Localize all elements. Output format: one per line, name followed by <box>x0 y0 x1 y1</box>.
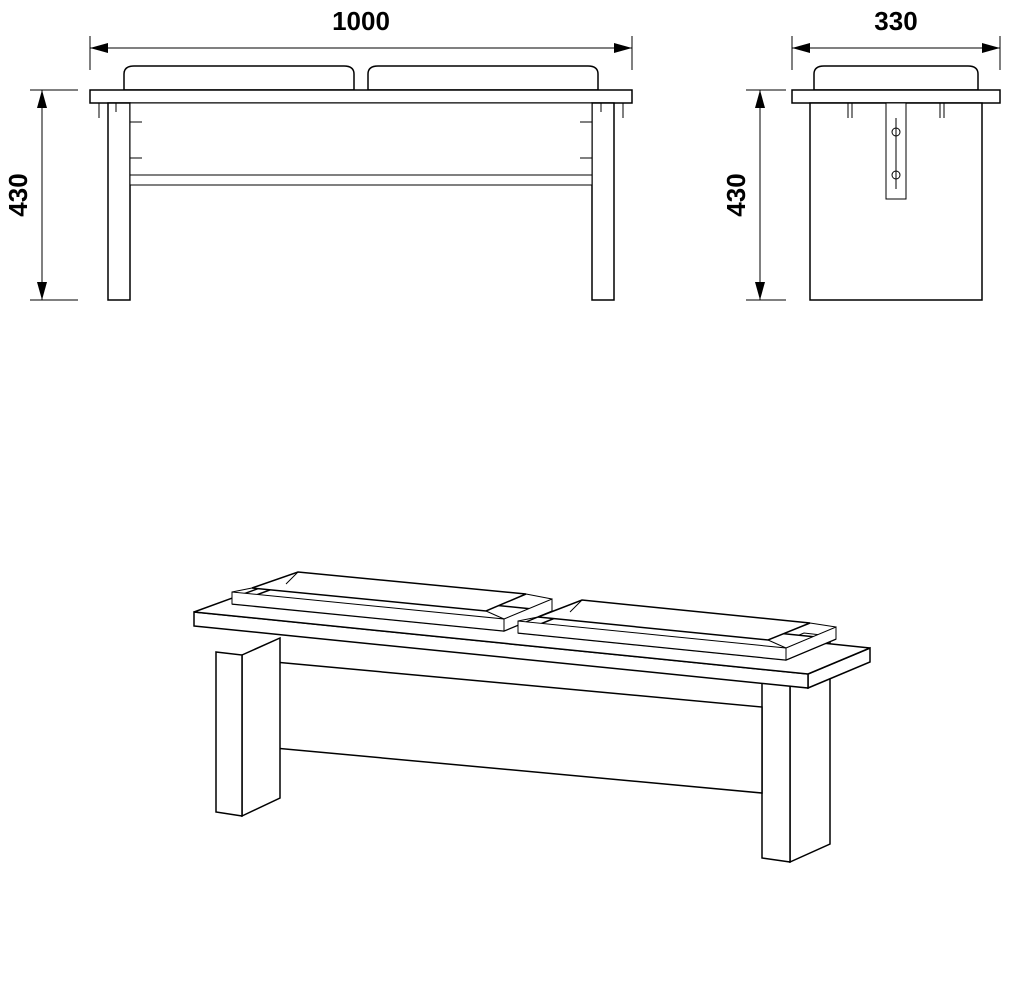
iso-leg-left <box>216 638 280 816</box>
dim-height-430-front: 430 <box>3 90 78 300</box>
front-apron <box>130 103 592 185</box>
dim-width-1000: 1000 <box>90 6 632 70</box>
side-view: 330 430 <box>721 6 1000 300</box>
dim-depth-label: 330 <box>874 6 917 36</box>
dim-height-430-side: 430 <box>721 90 786 300</box>
front-leg-left <box>108 103 130 300</box>
side-top-board <box>792 90 1000 103</box>
iso-apron-front <box>242 659 762 793</box>
dim-width-label: 1000 <box>332 6 390 36</box>
front-cushions <box>124 66 598 90</box>
dim-height-front-label: 430 <box>3 173 33 216</box>
front-view: 1000 430 <box>3 6 632 300</box>
dim-height-side-label: 430 <box>721 173 751 216</box>
drawing-canvas: 1000 430 <box>0 0 1020 987</box>
dim-depth-330: 330 <box>792 6 1000 70</box>
front-top-board <box>90 90 632 103</box>
side-cushion <box>814 66 978 90</box>
front-leg-right <box>592 103 614 300</box>
iso-view <box>194 572 870 862</box>
